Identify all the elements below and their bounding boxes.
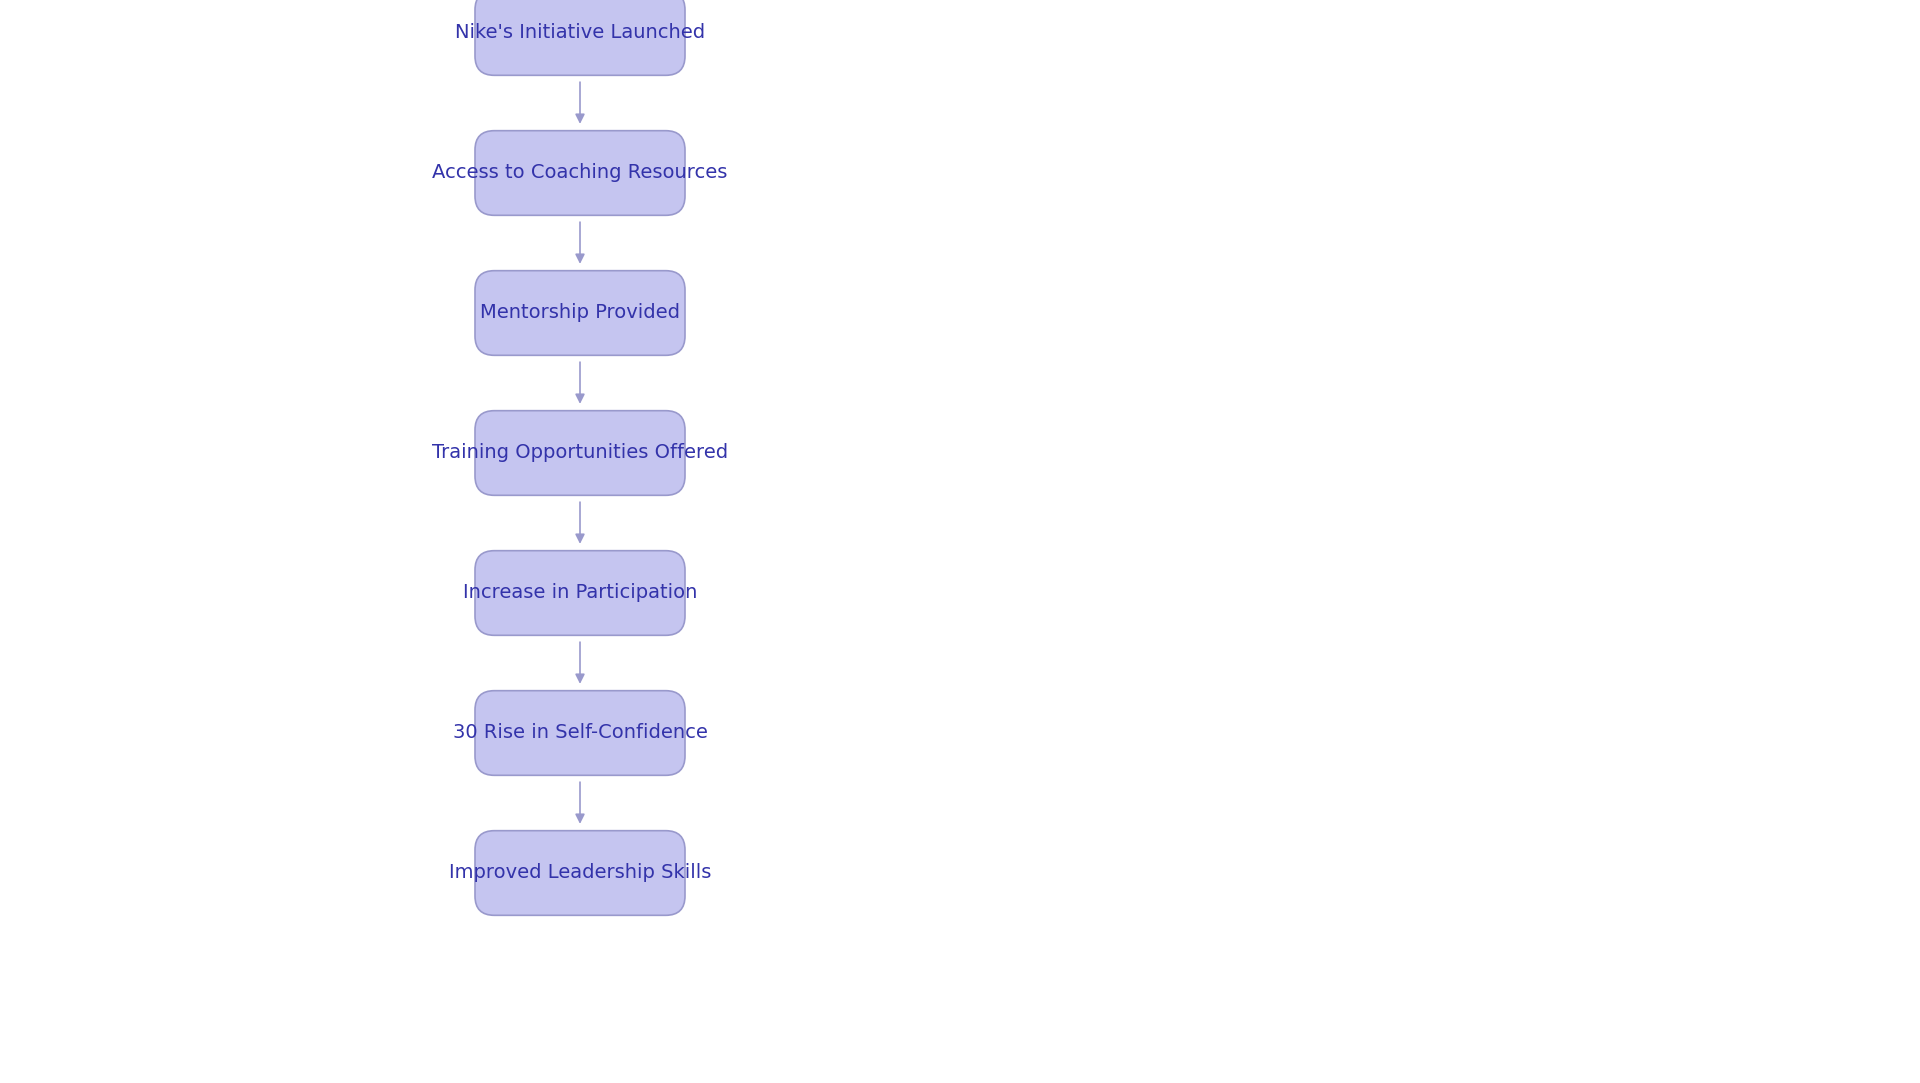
FancyBboxPatch shape	[474, 410, 685, 495]
FancyBboxPatch shape	[474, 831, 685, 915]
FancyBboxPatch shape	[474, 0, 685, 76]
Text: Improved Leadership Skills: Improved Leadership Skills	[449, 863, 710, 883]
FancyBboxPatch shape	[474, 131, 685, 216]
Text: Access to Coaching Resources: Access to Coaching Resources	[432, 164, 728, 183]
Text: Nike's Initiative Launched: Nike's Initiative Launched	[455, 24, 705, 42]
FancyBboxPatch shape	[474, 271, 685, 355]
Text: 30 Rise in Self-Confidence: 30 Rise in Self-Confidence	[453, 723, 707, 743]
FancyBboxPatch shape	[474, 550, 685, 636]
FancyBboxPatch shape	[474, 691, 685, 775]
Text: Training Opportunities Offered: Training Opportunities Offered	[432, 444, 728, 462]
Text: Increase in Participation: Increase in Participation	[463, 584, 697, 602]
Text: Mentorship Provided: Mentorship Provided	[480, 303, 680, 323]
